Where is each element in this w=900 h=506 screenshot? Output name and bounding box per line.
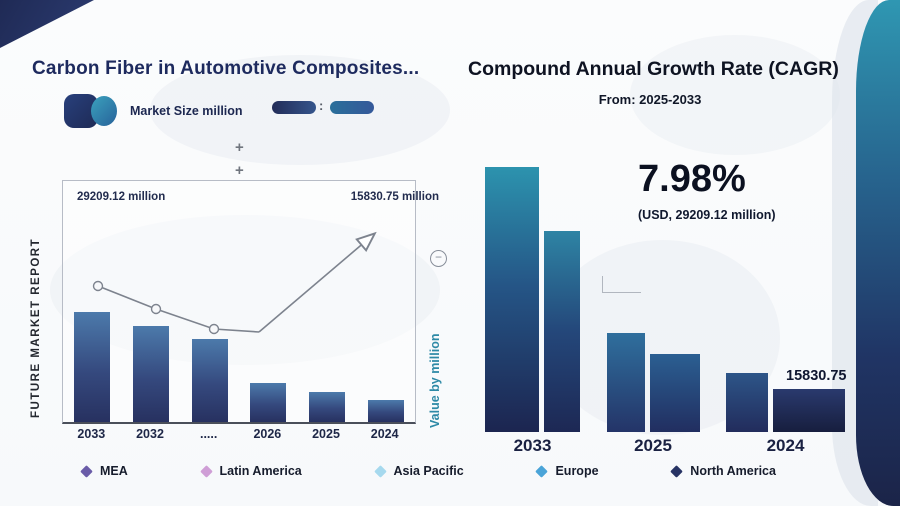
left-x-label: 2033	[77, 427, 106, 441]
right-bar	[485, 167, 539, 432]
right-value-label: 15830.75	[786, 368, 847, 384]
legend-diamond-icon	[199, 464, 213, 478]
decor-pill-right	[330, 101, 374, 114]
annotation-min-value: 15830.75 million	[350, 191, 439, 203]
legend-label: Europe	[555, 464, 599, 478]
legend-diamond-icon	[535, 464, 549, 478]
left-bar	[250, 383, 287, 422]
market-size-icon	[64, 94, 118, 128]
legend-item-north-america: North America	[670, 464, 776, 478]
right-chart-subtitle: From: 2025-2033	[598, 92, 702, 107]
decor-pill-left	[272, 101, 316, 114]
icon-shape-teal	[91, 96, 117, 126]
bottom-legend: MEA Latin America Asia Pacific Europe North …	[80, 464, 776, 478]
left-bars	[63, 312, 415, 422]
left-bar	[191, 339, 228, 422]
right-bar	[544, 231, 580, 432]
decor-bracket	[602, 276, 641, 293]
left-x-label: 2025	[312, 427, 340, 441]
decor-colon: :	[319, 98, 324, 113]
annotation-max-value: 29209.12 million	[77, 191, 166, 203]
legend-label: North America	[690, 464, 776, 478]
plus-mark: +	[235, 139, 244, 156]
right-bar-group	[485, 167, 580, 432]
right-chart-title: Compound Annual Growth Rate (CAGR)	[468, 58, 839, 80]
legend-diamond-icon	[80, 464, 93, 478]
left-bar	[132, 326, 169, 422]
legend-label: Latin America	[219, 464, 302, 478]
left-x-labels: 2033 2032..... 2026 2025 2024	[62, 427, 414, 441]
right-x-label: 2025	[634, 436, 672, 455]
cagr-value: 7.98%	[638, 158, 746, 200]
legend-item-latin-america: Latin America	[199, 464, 302, 478]
right-bar-group	[606, 333, 700, 432]
right-x-label: 2024	[766, 436, 805, 455]
market-size-label: Market Size million	[130, 104, 243, 118]
legend-item-asia-pacific: Asia Pacific	[373, 464, 464, 478]
left-bar	[74, 312, 111, 422]
right-x-label: 2033	[513, 436, 552, 455]
left-chart-plot: 29209.12 million 15830.75 million	[62, 180, 439, 424]
right-edge-gradient-band	[856, 0, 900, 506]
plus-mark: +	[235, 162, 244, 179]
right-x-labels: 2033 2025 2024	[485, 436, 845, 456]
background-blob	[630, 35, 840, 155]
circle-minus-icon: −	[430, 250, 447, 267]
brand-vertical-text: FUTURE MARKET REPORT	[30, 237, 42, 418]
left-x-label: 2024	[370, 427, 399, 441]
legend-diamond-icon	[373, 464, 387, 478]
right-bar	[726, 373, 768, 432]
legend-item-mea: MEA	[80, 464, 128, 478]
cagr-note: (USD, 29209.12 million)	[638, 208, 776, 222]
right-bar	[649, 354, 700, 432]
trend-arrow-graphic	[92, 181, 415, 335]
left-x-label: 2032	[136, 427, 164, 441]
left-bar	[308, 392, 345, 422]
right-bar-group	[726, 373, 845, 432]
right-bar	[606, 333, 645, 432]
left-x-label: .....	[199, 427, 218, 441]
left-bar	[367, 400, 404, 422]
value-axis-label: Value by million	[428, 333, 442, 428]
right-bars	[485, 152, 845, 432]
top-left-corner-shape	[0, 0, 94, 48]
left-x-label: 2026	[253, 427, 282, 441]
legend-label: Asia Pacific	[393, 464, 464, 478]
legend-label: MEA	[100, 464, 128, 478]
left-chart-title: Carbon Fiber in Automotive Composites...	[32, 58, 420, 79]
legend-item-europe: Europe	[535, 464, 599, 478]
right-bar	[773, 389, 845, 432]
market-size-legend: Market Size million	[64, 94, 243, 128]
legend-diamond-icon	[670, 464, 684, 478]
